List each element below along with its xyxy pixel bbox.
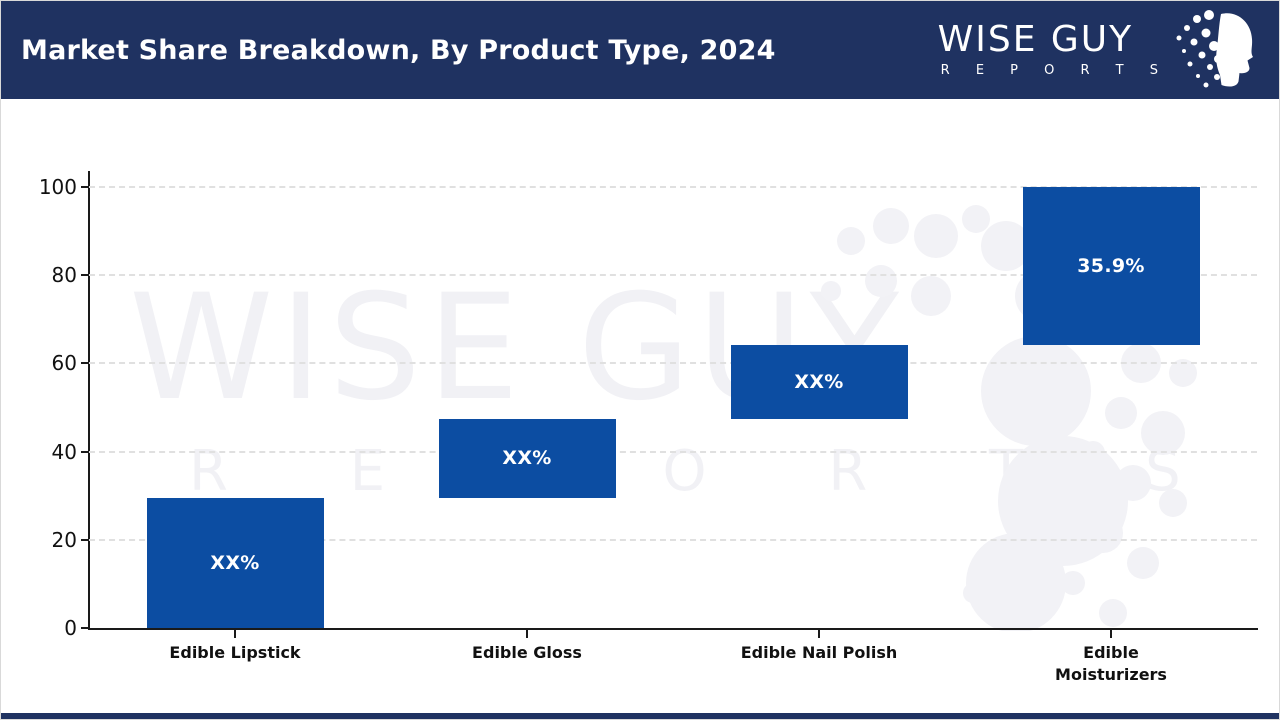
wiseguy-logo: WISE GUY R E P O R T S <box>938 8 1257 92</box>
y-tick-mark <box>81 538 88 541</box>
x-category-label-line: Edible <box>1083 643 1139 662</box>
gridline <box>89 362 1257 365</box>
header: Market Share Breakdown, By Product Type,… <box>1 1 1279 99</box>
footer-bar <box>1 713 1279 719</box>
y-tick-label: 80 <box>51 263 77 288</box>
logo-text: WISE GUY R E P O R T S <box>937 19 1169 79</box>
y-tick-label: 100 <box>38 175 77 199</box>
x-category-label-line: Moisturizers <box>1055 664 1167 684</box>
y-tick-mark <box>81 627 88 629</box>
x-category-label: Edible Nail Polish <box>741 642 898 664</box>
x-category-label-line: Edible Nail Polish <box>740 643 898 662</box>
logo-wordmark: WISE GUY <box>937 19 1134 60</box>
bar-edible-nail-polish: XX% <box>730 345 908 419</box>
x-category-label: Edible Gloss <box>472 642 582 664</box>
bar-value-label: XX% <box>794 370 844 393</box>
bar-edible-gloss: XX% <box>438 418 616 498</box>
x-category-label: Edible Moisturizers <box>1055 642 1167 685</box>
x-tick-mark <box>818 630 820 638</box>
y-tick-mark <box>81 362 88 365</box>
bar-edible-moisturizers: 35.9% <box>1022 187 1200 346</box>
gridline <box>89 538 1257 541</box>
bar-value-label: XX% <box>502 447 552 470</box>
x-tick-mark <box>526 630 528 638</box>
y-tick-label: 0 <box>64 616 77 640</box>
bar-edible-lipstick: XX% <box>146 497 324 628</box>
logo-subtitle: R E P O R T S <box>940 63 1169 78</box>
y-axis-line <box>88 171 90 630</box>
page-title: Market Share Breakdown, By Product Type,… <box>21 34 776 66</box>
x-category-label: Edible Lipstick <box>169 642 300 664</box>
y-tick-label: 40 <box>51 439 77 464</box>
logo-face-icon <box>1176 10 1253 88</box>
x-category-label-line: Edible Gloss <box>472 643 582 662</box>
y-tick-mark <box>81 450 88 453</box>
x-category-label-line: Edible Lipstick <box>169 643 301 662</box>
bar-value-label: XX% <box>210 551 260 574</box>
y-tick-label: 20 <box>51 527 77 552</box>
x-tick-mark <box>234 630 236 638</box>
y-tick-mark <box>81 186 88 188</box>
plot-area: XX% XX% XX% 35.9% 0 20 40 60 80 100 Edible Lipsti… <box>1 99 1279 715</box>
y-tick-label: 60 <box>51 351 77 376</box>
x-axis-line <box>89 628 1258 630</box>
bar-value-label: 35.9% <box>1077 255 1145 278</box>
gridline <box>89 450 1257 453</box>
y-tick-mark <box>81 274 88 277</box>
gridline <box>89 186 1257 188</box>
x-tick-mark <box>1110 630 1112 638</box>
gridline <box>89 274 1257 277</box>
